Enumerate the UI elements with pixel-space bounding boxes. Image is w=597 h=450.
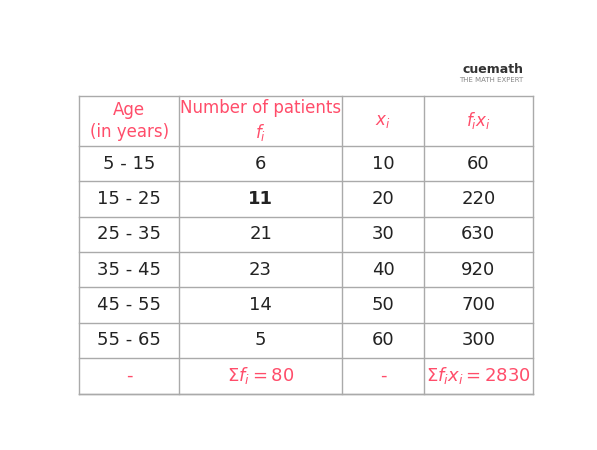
Text: 700: 700 — [461, 296, 496, 314]
Text: 300: 300 — [461, 332, 496, 350]
Text: $\Sigma f_ix_i = 2830$: $\Sigma f_ix_i = 2830$ — [426, 365, 531, 387]
Text: 23: 23 — [249, 261, 272, 279]
Text: $\Sigma f_i = 80$: $\Sigma f_i = 80$ — [227, 365, 294, 387]
Text: 21: 21 — [249, 225, 272, 243]
Text: 15 - 25: 15 - 25 — [97, 190, 161, 208]
Text: 6: 6 — [255, 154, 266, 172]
Text: -: - — [126, 367, 133, 385]
Text: THE MATH EXPERT: THE MATH EXPERT — [459, 76, 524, 82]
Text: cuemath: cuemath — [463, 63, 524, 76]
Text: 10: 10 — [372, 154, 395, 172]
Text: 60: 60 — [467, 154, 490, 172]
Text: 630: 630 — [461, 225, 496, 243]
Text: 30: 30 — [372, 225, 395, 243]
Text: 25 - 35: 25 - 35 — [97, 225, 161, 243]
Text: 20: 20 — [372, 190, 395, 208]
Text: $x_i$: $x_i$ — [376, 112, 391, 130]
Text: 5 - 15: 5 - 15 — [103, 154, 155, 172]
Text: 35 - 45: 35 - 45 — [97, 261, 161, 279]
Text: 60: 60 — [372, 332, 395, 350]
Text: 5: 5 — [255, 332, 266, 350]
Text: 45 - 55: 45 - 55 — [97, 296, 161, 314]
Text: 920: 920 — [461, 261, 496, 279]
Text: 220: 220 — [461, 190, 496, 208]
Text: 40: 40 — [372, 261, 395, 279]
Text: $f_ix_i$: $f_ix_i$ — [466, 110, 491, 131]
Text: -: - — [380, 367, 386, 385]
Text: 11: 11 — [248, 190, 273, 208]
Text: Age
(in years): Age (in years) — [90, 101, 169, 141]
Text: 55 - 65: 55 - 65 — [97, 332, 161, 350]
Text: Number of patients
$f_i$: Number of patients $f_i$ — [180, 99, 341, 143]
Text: 14: 14 — [249, 296, 272, 314]
Text: 50: 50 — [372, 296, 395, 314]
